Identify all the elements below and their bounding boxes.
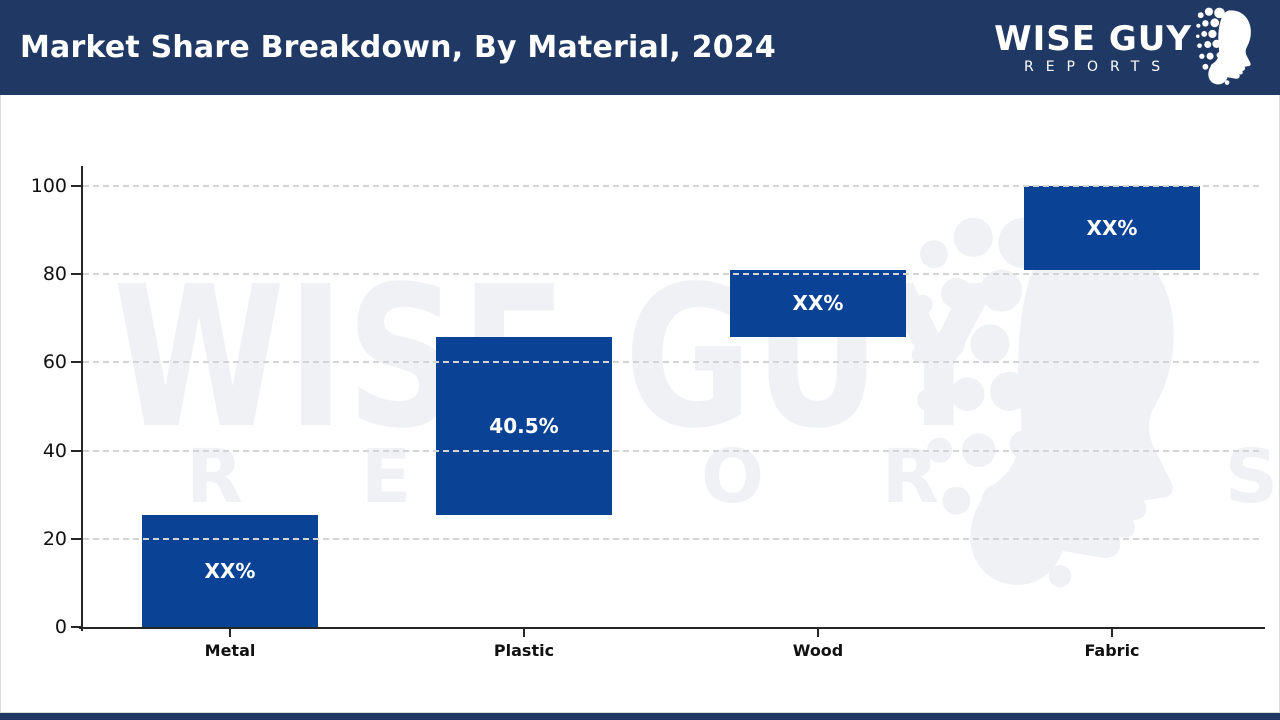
brand-name: WISE GUY (994, 18, 1192, 59)
bar: 40.5% (436, 336, 612, 516)
y-tick-mark (71, 273, 81, 276)
brand-logo: WISE GUY REPORTS (994, 7, 1266, 89)
y-tick-mark (71, 185, 81, 187)
footer-bar (0, 713, 1280, 720)
grid-line (83, 537, 1259, 540)
y-tick-label: 100 (30, 175, 67, 197)
bar-value-label: XX% (1086, 215, 1138, 240)
bar: XX% (142, 515, 318, 627)
x-category-label: Fabric (1084, 641, 1140, 660)
y-tick-label: 60 (42, 351, 67, 374)
y-tick-label: 80 (42, 263, 67, 286)
x-category-label: Plastic (493, 641, 555, 660)
grid-line (83, 449, 1259, 452)
y-tick-label: 0 (54, 616, 67, 638)
x-category-label: Wood (792, 641, 844, 660)
brand-logo-text: WISE GUY REPORTS (994, 22, 1192, 74)
x-tick-mark (523, 629, 525, 637)
y-axis-line (81, 166, 83, 631)
grid-line (83, 185, 1259, 187)
y-tick-label: 20 (42, 527, 67, 550)
page-title: Market Share Breakdown, By Material, 202… (20, 30, 776, 65)
bar-value-label: 40.5% (489, 414, 559, 439)
x-tick-mark (229, 629, 231, 637)
x-category-label: Metal (204, 641, 256, 660)
x-tick-mark (817, 629, 819, 637)
header-bar: Market Share Breakdown, By Material, 202… (0, 0, 1280, 95)
y-tick-mark (71, 449, 81, 452)
y-tick-mark (71, 537, 81, 540)
y-tick-mark (71, 361, 81, 364)
chart-canvas: WISE GUY R E P O R T S 0 20 40 60 80 100 XX% 40… (0, 95, 1280, 713)
grid-line (83, 273, 1259, 276)
brand-subtitle: REPORTS (1023, 58, 1173, 75)
y-tick-label: 40 (42, 439, 67, 462)
bar: XX% (1024, 186, 1200, 270)
y-tick-mark (71, 626, 81, 628)
bar-value-label: XX% (204, 559, 256, 584)
bar-value-label: XX% (792, 291, 844, 316)
dotted-head-icon (1196, 7, 1251, 85)
bar: XX% (730, 269, 906, 337)
grid-line (83, 361, 1259, 364)
x-tick-mark (1111, 629, 1113, 637)
x-axis-line (79, 627, 1265, 629)
